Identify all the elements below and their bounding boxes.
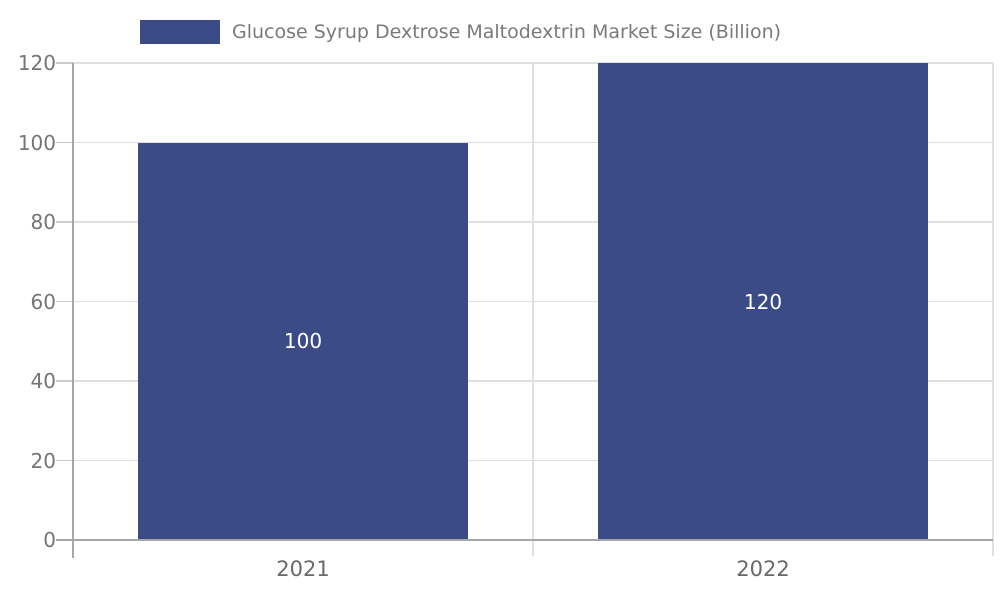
bar-value-label: 120 (743, 290, 783, 314)
bar-2022[interactable] (598, 63, 928, 540)
x-tick-mark (532, 540, 534, 556)
bar-value-label: 100 (283, 329, 323, 353)
y-tick-mark (56, 300, 73, 303)
legend-swatch (140, 20, 220, 44)
x-axis-line (56, 539, 993, 541)
v-gridline (992, 63, 994, 540)
legend-item[interactable]: Glucose Syrup Dextrose Maltodextrin Mark… (140, 20, 781, 44)
y-axis-tick-label: 40 (30, 369, 56, 393)
y-axis-tick-label: 60 (30, 289, 56, 314)
legend-label: Glucose Syrup Dextrose Maltodextrin Mark… (232, 21, 782, 43)
y-axis-tick-label: 80 (30, 210, 56, 234)
y-tick-mark (56, 221, 73, 223)
y-axis-tick-label: 20 (30, 448, 56, 473)
y-axis-tick-label: 100 (17, 130, 56, 155)
legend: Glucose Syrup Dextrose Maltodextrin Mark… (140, 18, 781, 46)
y-axis-tick-label: 120 (17, 51, 56, 75)
y-tick-mark (56, 459, 73, 462)
v-gridline (532, 63, 534, 540)
y-tick-mark (56, 141, 73, 144)
x-axis-tick-label: 2022 (736, 557, 790, 581)
y-tick-mark (56, 380, 73, 382)
y-axis-tick-label: 0 (43, 528, 56, 552)
x-tick-mark (992, 540, 994, 556)
y-tick-mark (56, 62, 73, 64)
x-axis-tick-label: 2021 (276, 557, 330, 581)
bar-2021[interactable] (138, 142, 468, 540)
y-axis-line (72, 63, 74, 558)
